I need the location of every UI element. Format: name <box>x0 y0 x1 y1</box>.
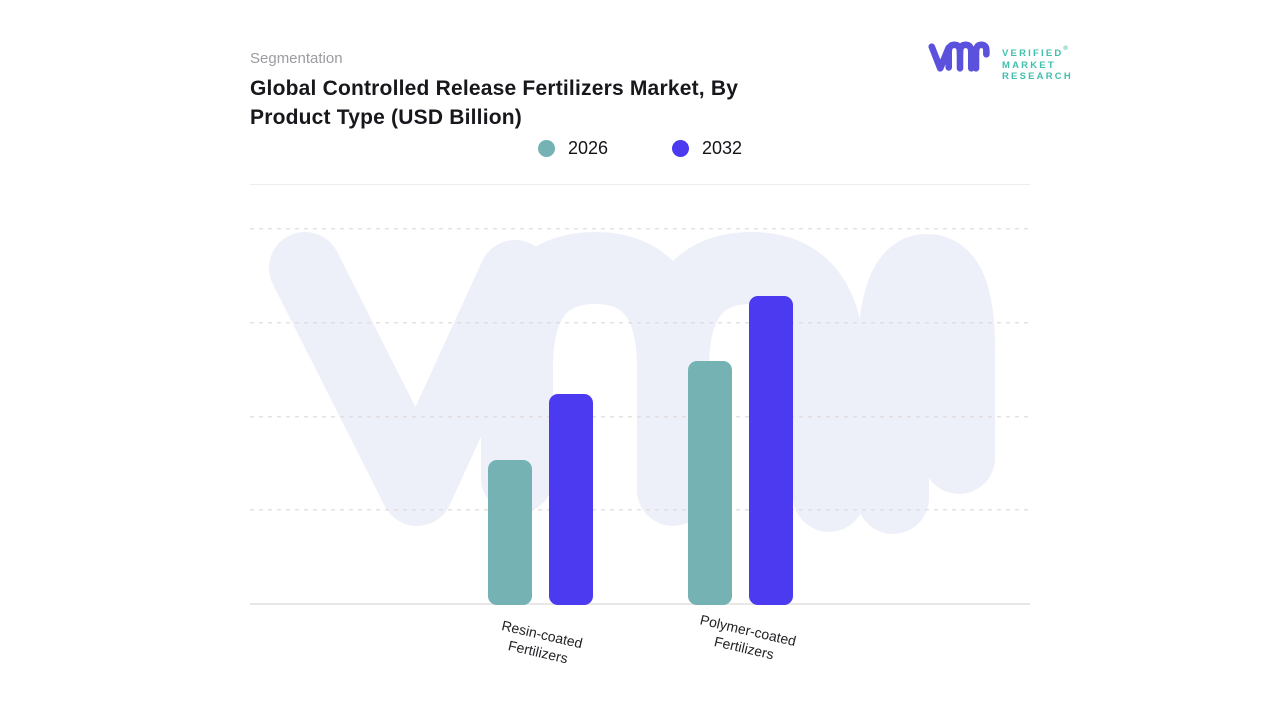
header-separator <box>250 184 1030 185</box>
bar-2026-resin-coated-fertilizers <box>487 459 532 605</box>
brand-wordmark: VERIFIED® MARKET RESEARCH <box>1002 44 1073 83</box>
legend-item-2032[interactable]: 2032 <box>672 138 742 159</box>
x-tick-polymer-coated: Polymer-coated Fertilizers <box>698 611 798 662</box>
eyebrow-label: Segmentation <box>250 50 343 67</box>
legend-label-2026: 2026 <box>567 137 608 158</box>
vmr-watermark-icon <box>269 232 995 534</box>
gridline <box>250 415 1030 418</box>
x-tick-resin-coated: Resin-coated Fertilizers <box>500 617 585 666</box>
brand-logo: VERIFIED® MARKET RESEARCH <box>928 38 1073 83</box>
legend-dot-2032-icon <box>672 139 689 157</box>
legend-dot-2026-icon <box>537 139 555 157</box>
chart-title: Global Controlled Release Fertilizers Ma… <box>250 74 738 132</box>
gridline <box>250 509 1030 512</box>
chart-title-line1: Global Controlled Release Fertilizers Ma… <box>250 77 739 100</box>
bar-2026-polymer-coated-fertilizers <box>687 361 732 605</box>
chart-title-line2: Product Type (USD Billion) <box>250 106 522 129</box>
chart-legend: 2026 2032 <box>250 133 1030 163</box>
brand-line-verified: VERIFIED® <box>1002 46 1068 59</box>
legend-label-2032: 2032 <box>702 137 743 158</box>
gridline <box>250 228 1030 230</box>
gridline <box>250 321 1030 324</box>
legend-item-2026[interactable]: 2026 <box>537 137 608 159</box>
bar-2032-resin-coated-fertilizers <box>548 394 593 605</box>
registered-mark: ® <box>1063 46 1068 52</box>
plot-area <box>250 185 1030 607</box>
bar-2032-polymer-coated-fertilizers <box>748 295 793 605</box>
brand-line-research: RESEARCH <box>1002 71 1073 82</box>
vmr-mark-icon <box>928 41 990 72</box>
brand-line-market: MARKET <box>1002 59 1056 71</box>
x-axis-line <box>250 603 1030 605</box>
